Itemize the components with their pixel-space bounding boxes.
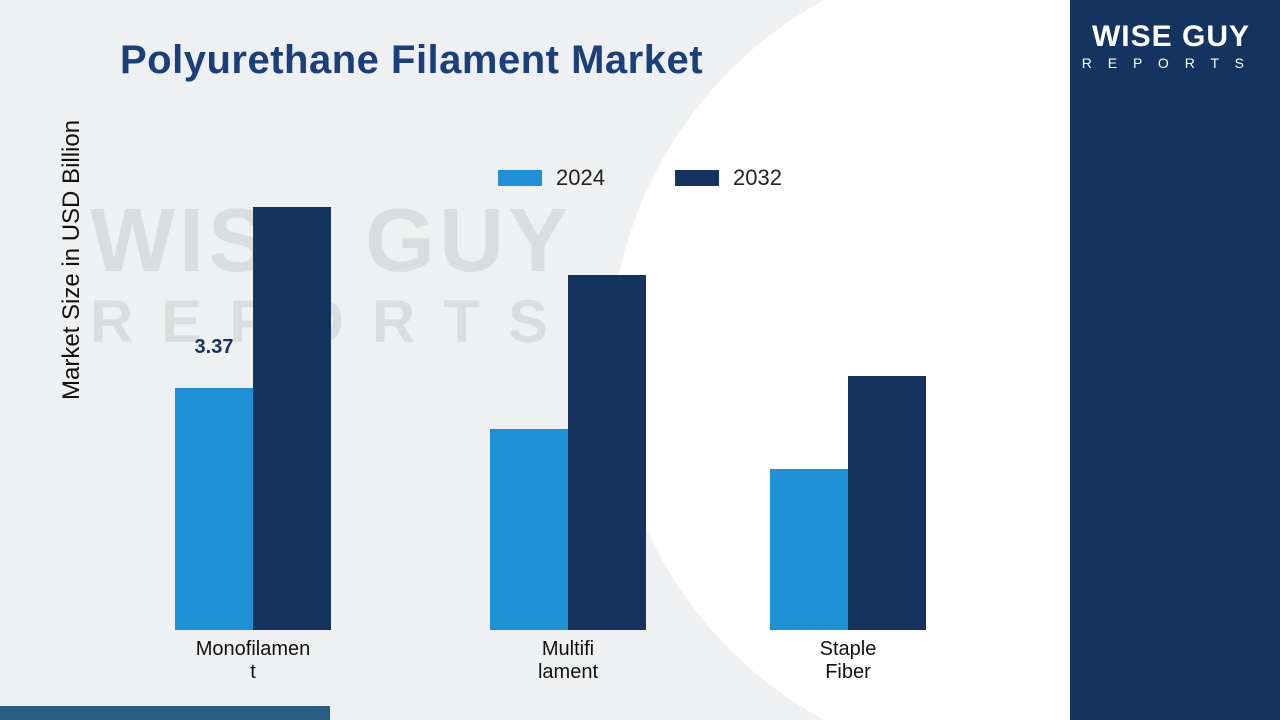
brand-line2: R E P O R T S xyxy=(1082,56,1250,70)
bar xyxy=(253,207,331,630)
bar xyxy=(175,388,253,630)
brand-line1: WISE GUY xyxy=(1082,22,1250,52)
legend-item: 2024 xyxy=(498,165,605,191)
brand-logo: WISE GUY R E P O R T S xyxy=(1082,22,1250,70)
chart-title: Polyurethane Filament Market xyxy=(120,38,703,83)
category-label: StapleFiber xyxy=(758,630,938,684)
plot-area: 3.37MonofilamentMultifilamentStapleFiber xyxy=(120,200,980,630)
bar xyxy=(848,376,926,630)
footer-accent-bar xyxy=(0,706,330,720)
legend-swatch xyxy=(675,170,719,186)
legend-item: 2032 xyxy=(675,165,782,191)
y-axis-label: Market Size in USD Billion xyxy=(58,120,86,400)
bar xyxy=(770,469,848,630)
canvas: Polyurethane Filament Market WISE GUY R … xyxy=(0,0,1280,720)
category-label: Multifilament xyxy=(478,630,658,684)
bar-group xyxy=(770,376,926,630)
bar xyxy=(568,275,646,630)
legend: 2024 2032 xyxy=(498,165,782,191)
legend-label: 2032 xyxy=(733,165,782,191)
legend-swatch xyxy=(498,170,542,186)
bar-group xyxy=(490,275,646,630)
bar xyxy=(490,429,568,630)
right-accent-band xyxy=(1070,0,1280,720)
bar-group xyxy=(175,207,331,630)
legend-label: 2024 xyxy=(556,165,605,191)
category-label: Monofilament xyxy=(163,630,343,684)
